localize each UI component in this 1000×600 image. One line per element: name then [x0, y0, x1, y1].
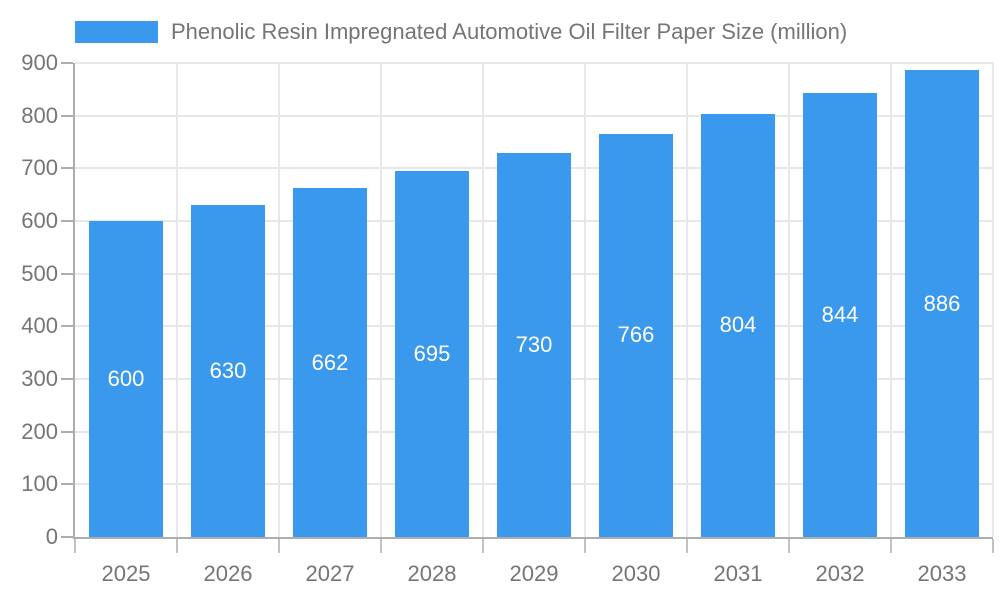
bar-value-label: 730: [515, 331, 553, 357]
y-axis-label: 0: [45, 524, 58, 549]
bar[interactable]: [905, 70, 979, 537]
x-gridline: [685, 63, 688, 537]
bar[interactable]: [701, 113, 775, 537]
y-axis-tick: [61, 325, 73, 328]
plot-area: 0 100 200 300 400 500 600 700 800 900 2025 2026 2027…: [21, 52, 994, 585]
bar-value-label: 662: [311, 349, 349, 375]
x-gridline: [277, 63, 280, 537]
x-axis-tick: [481, 539, 484, 553]
bar-value-label: 600: [107, 365, 145, 391]
x-gridline: [584, 63, 586, 537]
y-axis-tick: [61, 167, 73, 170]
y-axis-label: 600: [21, 207, 58, 233]
x-axis-label: 2031: [713, 561, 763, 586]
x-axis-tick: [788, 539, 790, 553]
x-axis-tick: [685, 539, 688, 553]
x-axis-label: 2033: [917, 561, 967, 586]
x-axis-label: 2028: [407, 561, 457, 586]
bar[interactable]: [395, 170, 469, 537]
y-axis-tick: [61, 62, 73, 64]
x-axis-tick: [584, 539, 586, 553]
y-axis-label: 700: [21, 155, 58, 181]
legend-label: Phenolic Resin Impregnated Automotive Oi…: [171, 19, 848, 44]
x-gridline: [889, 63, 892, 537]
x-gridline: [379, 63, 382, 537]
y-axis-label: 400: [21, 313, 58, 339]
legend-item[interactable]: Phenolic Resin Impregnated Automotive Oi…: [75, 19, 847, 45]
x-axis-label: 2025: [101, 561, 151, 586]
y-axis-label: 200: [21, 418, 58, 444]
y-axis-label: 300: [21, 365, 58, 391]
bar-value-label: 886: [923, 290, 961, 316]
x-gridline: [992, 63, 994, 537]
y-axis-tick: [61, 536, 73, 538]
y-axis-tick: [61, 483, 73, 486]
y-axis-tick: [61, 377, 73, 380]
y-gridline: [75, 114, 993, 117]
legend-swatch: [75, 21, 158, 43]
x-axis-tick: [74, 539, 76, 553]
x-axis-tick: [379, 539, 382, 553]
bar-value-label: 695: [413, 340, 451, 366]
bar[interactable]: [803, 92, 877, 537]
bar[interactable]: [497, 152, 571, 537]
x-gridline: [481, 63, 484, 537]
bar-value-label: 630: [209, 358, 247, 384]
bar[interactable]: [191, 205, 265, 537]
y-axis-tick: [61, 272, 73, 275]
y-axis-label: 100: [21, 471, 58, 497]
x-axis-tick: [889, 539, 892, 553]
bar-value-label: 766: [617, 322, 655, 348]
x-gridline: [175, 63, 178, 537]
y-axis-label: 900: [21, 50, 58, 75]
x-axis-label: 2026: [203, 561, 253, 586]
y-axis-tick: [61, 219, 73, 222]
bar[interactable]: [89, 221, 163, 537]
x-axis-tick: [175, 539, 178, 553]
y-axis-tick: [61, 430, 73, 433]
x-axis-tick: [992, 539, 994, 553]
bar[interactable]: [599, 133, 673, 537]
x-axis-label: 2029: [509, 561, 559, 586]
bar-value-label: 844: [821, 301, 859, 327]
bar-value-label: 804: [719, 312, 757, 338]
x-axis-label: 2027: [305, 561, 355, 586]
y-axis-tick: [61, 114, 73, 117]
x-axis-label: 2030: [611, 561, 661, 586]
x-axis-label: 2032: [815, 561, 865, 586]
y-gridline: [75, 62, 993, 64]
y-axis-label: 500: [21, 260, 58, 286]
y-axis-label: 800: [21, 102, 58, 128]
x-gridline: [788, 63, 790, 537]
bar[interactable]: [293, 188, 367, 537]
x-axis-tick: [277, 539, 280, 553]
